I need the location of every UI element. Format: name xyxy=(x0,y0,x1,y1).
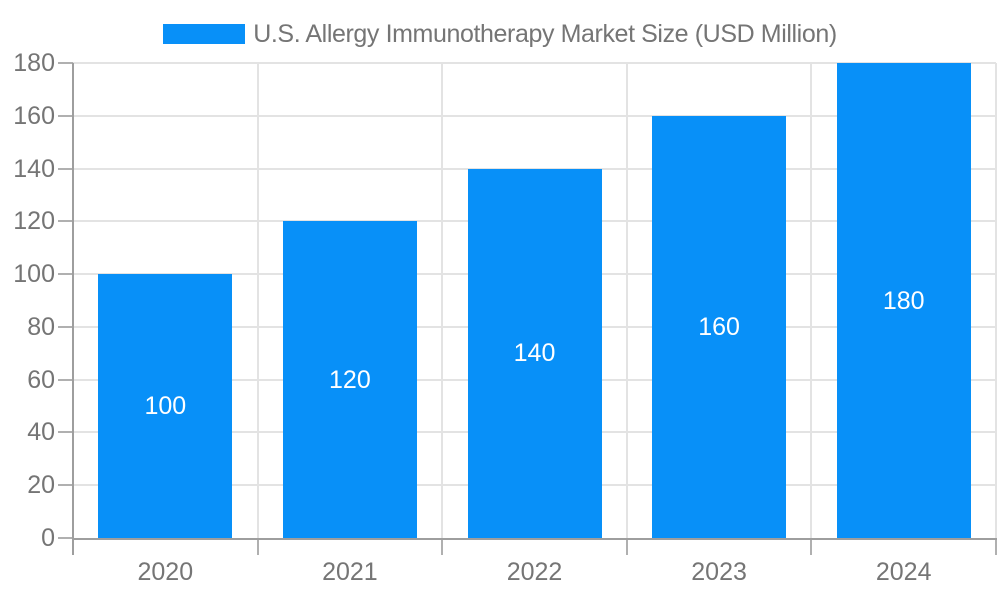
x-axis-tick-label: 2023 xyxy=(691,558,747,586)
x-axis-tick-label: 2020 xyxy=(137,558,194,586)
bar-2023[interactable]: 160 xyxy=(652,115,787,538)
y-axis-tick-label: 180 xyxy=(13,49,55,77)
vertical-gridline xyxy=(810,63,813,538)
y-axis-tick xyxy=(58,325,73,328)
bar-2024[interactable]: 180 xyxy=(836,63,971,538)
x-axis-line xyxy=(72,538,997,540)
y-axis-tick-label: 140 xyxy=(13,154,55,183)
vertical-gridline xyxy=(625,63,628,538)
legend-swatch-icon xyxy=(163,24,246,44)
y-axis-tick-label: 100 xyxy=(13,260,55,289)
y-axis-tick-label: 20 xyxy=(27,471,55,500)
vertical-gridline xyxy=(256,63,259,538)
y-axis-tick-label: 80 xyxy=(27,312,55,341)
y-axis-tick xyxy=(58,537,73,539)
bar-2020[interactable]: 100 xyxy=(98,274,233,538)
bar-value-label: 140 xyxy=(513,339,556,368)
y-axis-tick-label: 160 xyxy=(13,101,55,130)
x-axis-tick-label: 2024 xyxy=(875,558,932,586)
chart-title: U.S. Allergy Immunotherapy Market Size (… xyxy=(253,19,837,48)
y-axis-line xyxy=(72,63,74,555)
x-axis-tick xyxy=(625,538,628,555)
y-axis-tick-label: 40 xyxy=(27,418,55,447)
bar-2021[interactable]: 120 xyxy=(282,221,417,538)
y-axis-tick-label: 120 xyxy=(13,207,55,236)
chart-legend[interactable]: U.S. Allergy Immunotherapy Market Size (… xyxy=(0,19,1000,48)
bar-2022[interactable]: 140 xyxy=(467,168,602,538)
y-axis-tick-label: 60 xyxy=(27,365,55,394)
x-axis-tick-label: 2021 xyxy=(322,558,378,586)
plot-area: 100 120 140 160 180 xyxy=(73,62,997,538)
bar-value-label: 160 xyxy=(698,312,740,341)
horizontal-gridline xyxy=(73,62,996,64)
y-axis-tick xyxy=(58,167,73,170)
y-axis-tick xyxy=(58,220,73,223)
y-axis-tick xyxy=(58,378,73,381)
vertical-gridline xyxy=(441,63,444,538)
x-axis-tick xyxy=(810,538,813,555)
y-axis-tick xyxy=(58,431,73,434)
x-axis-tick xyxy=(995,538,997,555)
vertical-gridline xyxy=(995,63,997,538)
y-axis-tick xyxy=(58,484,73,487)
y-axis-tick xyxy=(58,114,73,117)
y-axis-tick xyxy=(58,62,73,64)
bar-value-label: 180 xyxy=(882,286,925,315)
bar-value-label: 100 xyxy=(144,392,187,421)
x-axis-tick xyxy=(256,538,259,555)
bar-value-label: 120 xyxy=(329,365,371,394)
x-axis-tick-label: 2022 xyxy=(506,558,563,586)
x-axis-tick xyxy=(441,538,444,555)
horizontal-gridline xyxy=(73,114,996,117)
y-axis-tick-label: 0 xyxy=(41,524,55,552)
y-axis-tick xyxy=(58,273,73,276)
